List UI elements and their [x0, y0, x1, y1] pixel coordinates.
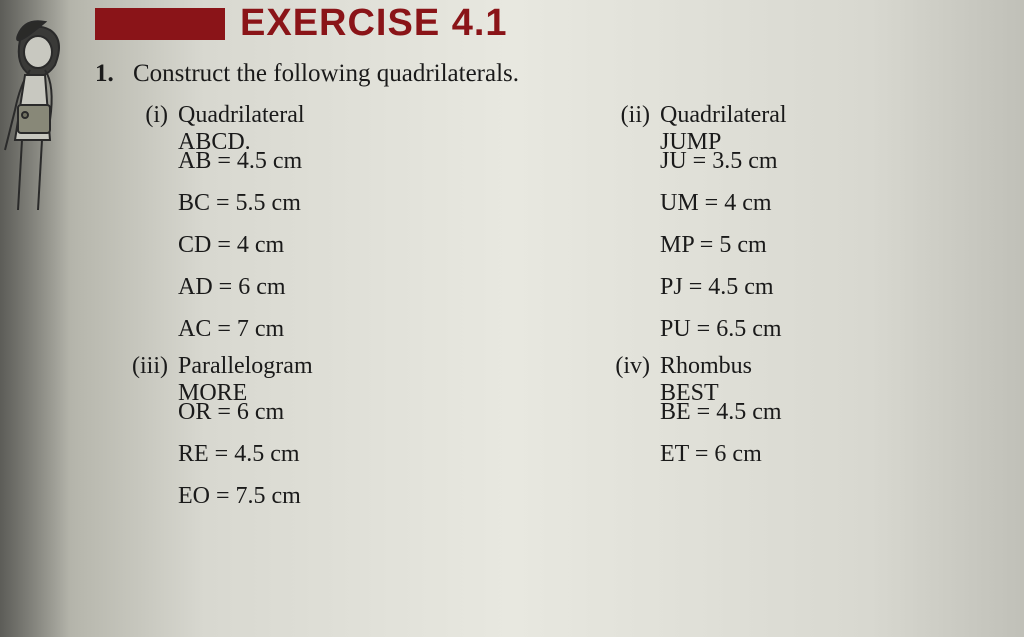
part-iii-measurements: OR = 6 cm RE = 4.5 cm EO = 7.5 cm — [178, 391, 301, 517]
measurement: MP = 5 cm — [660, 224, 782, 266]
exercise-title: EXERCISE 4.1 — [240, 2, 508, 45]
exercise-header-block — [95, 8, 225, 40]
measurement: UM = 4 cm — [660, 182, 782, 224]
part-iv-measurements: BE = 4.5 cm ET = 6 cm — [660, 391, 782, 475]
part-ii-measurements: JU = 3.5 cm UM = 4 cm MP = 5 cm PJ = 4.5… — [660, 140, 782, 350]
measurement: AD = 6 cm — [178, 266, 302, 308]
part-i-measurements: AB = 4.5 cm BC = 5.5 cm CD = 4 cm AD = 6… — [178, 140, 302, 350]
measurement: PJ = 4.5 cm — [660, 266, 782, 308]
measurement: JU = 3.5 cm — [660, 140, 782, 182]
measurement: RE = 4.5 cm — [178, 433, 301, 475]
measurement: CD = 4 cm — [178, 224, 302, 266]
part-label: (iv) — [595, 353, 650, 380]
part-label: (ii) — [595, 102, 650, 129]
part-label: (iii) — [113, 353, 168, 380]
measurement: AC = 7 cm — [178, 308, 302, 350]
measurement: OR = 6 cm — [178, 391, 301, 433]
textbook-page: EXERCISE 4.1 1. Construct the following … — [0, 0, 1024, 637]
question-instruction: Construct the following quadrilaterals. — [133, 60, 519, 88]
measurement: EO = 7.5 cm — [178, 475, 301, 517]
part-label: (i) — [113, 102, 168, 129]
measurement: AB = 4.5 cm — [178, 140, 302, 182]
question-number: 1. — [95, 60, 114, 88]
measurement: PU = 6.5 cm — [660, 308, 782, 350]
measurement: BE = 4.5 cm — [660, 391, 782, 433]
measurement: ET = 6 cm — [660, 433, 782, 475]
measurement: BC = 5.5 cm — [178, 182, 302, 224]
decorative-figure-sketch — [0, 10, 80, 250]
